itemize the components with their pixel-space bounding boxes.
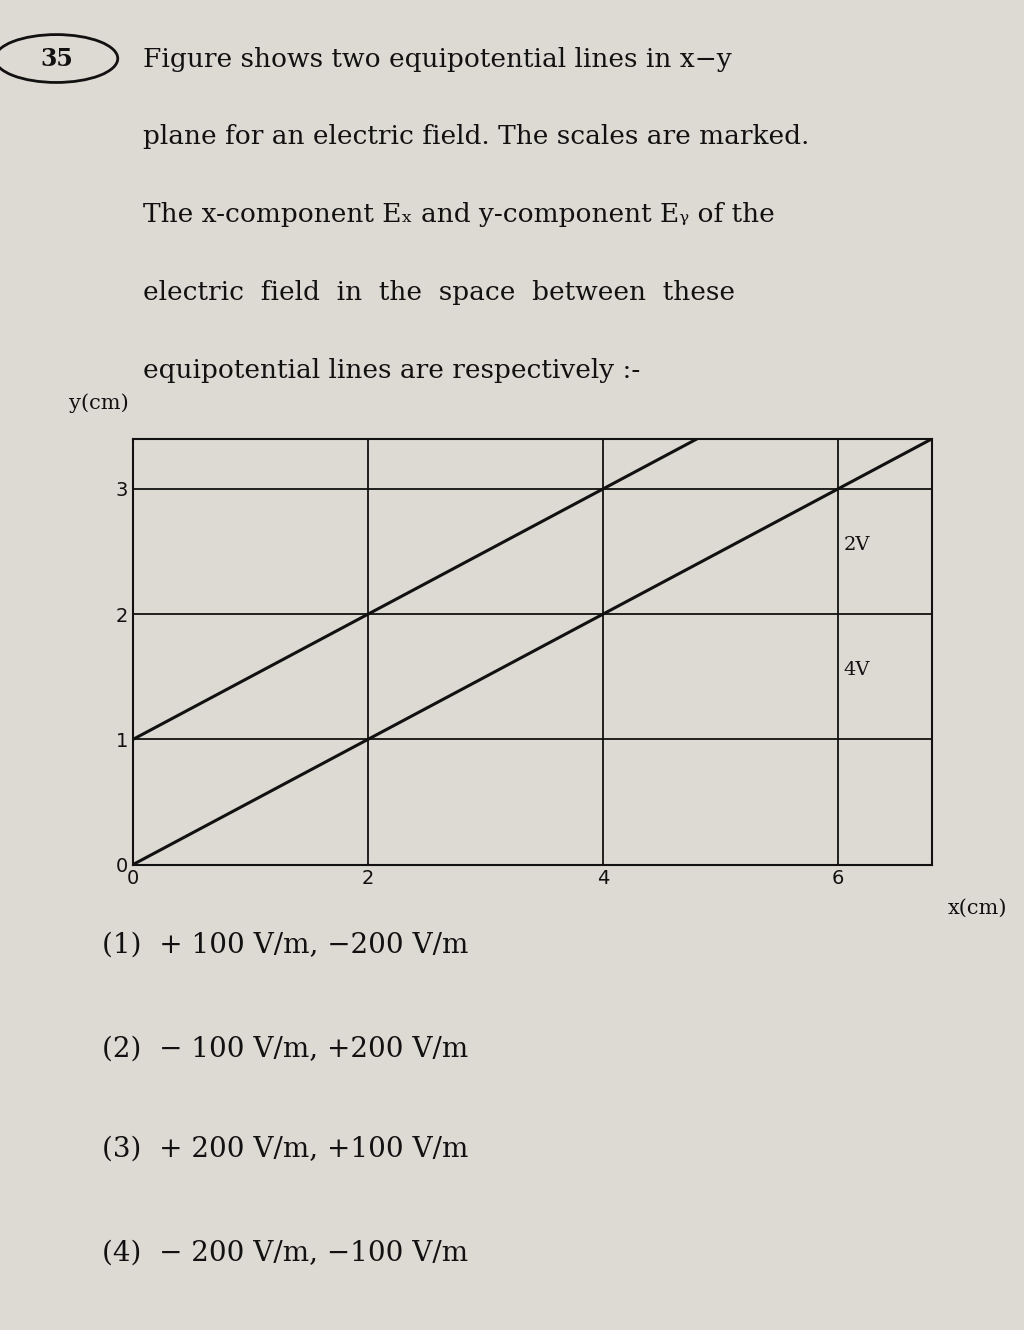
Text: 2V: 2V (844, 536, 870, 555)
Text: 4V: 4V (844, 661, 870, 680)
Text: y(cm): y(cm) (70, 394, 129, 414)
Text: (2)  − 100 V/m, +200 V/m: (2) − 100 V/m, +200 V/m (102, 1036, 469, 1063)
Text: x(cm): x(cm) (948, 899, 1008, 918)
Text: The x-component Eₓ and y-component Eᵧ of the: The x-component Eₓ and y-component Eᵧ of… (143, 202, 775, 227)
Text: electric  field  in  the  space  between  these: electric field in the space between thes… (143, 279, 735, 305)
Text: Figure shows two equipotential lines in x−y: Figure shows two equipotential lines in … (143, 47, 732, 72)
Text: 35: 35 (40, 47, 73, 70)
Text: equipotential lines are respectively :-: equipotential lines are respectively :- (143, 358, 641, 383)
Text: (1)  + 100 V/m, −200 V/m: (1) + 100 V/m, −200 V/m (102, 932, 469, 959)
Text: plane for an electric field. The scales are marked.: plane for an electric field. The scales … (143, 124, 810, 149)
Text: (3)  + 200 V/m, +100 V/m: (3) + 200 V/m, +100 V/m (102, 1136, 469, 1162)
Text: (4)  − 200 V/m, −100 V/m: (4) − 200 V/m, −100 V/m (102, 1240, 469, 1266)
